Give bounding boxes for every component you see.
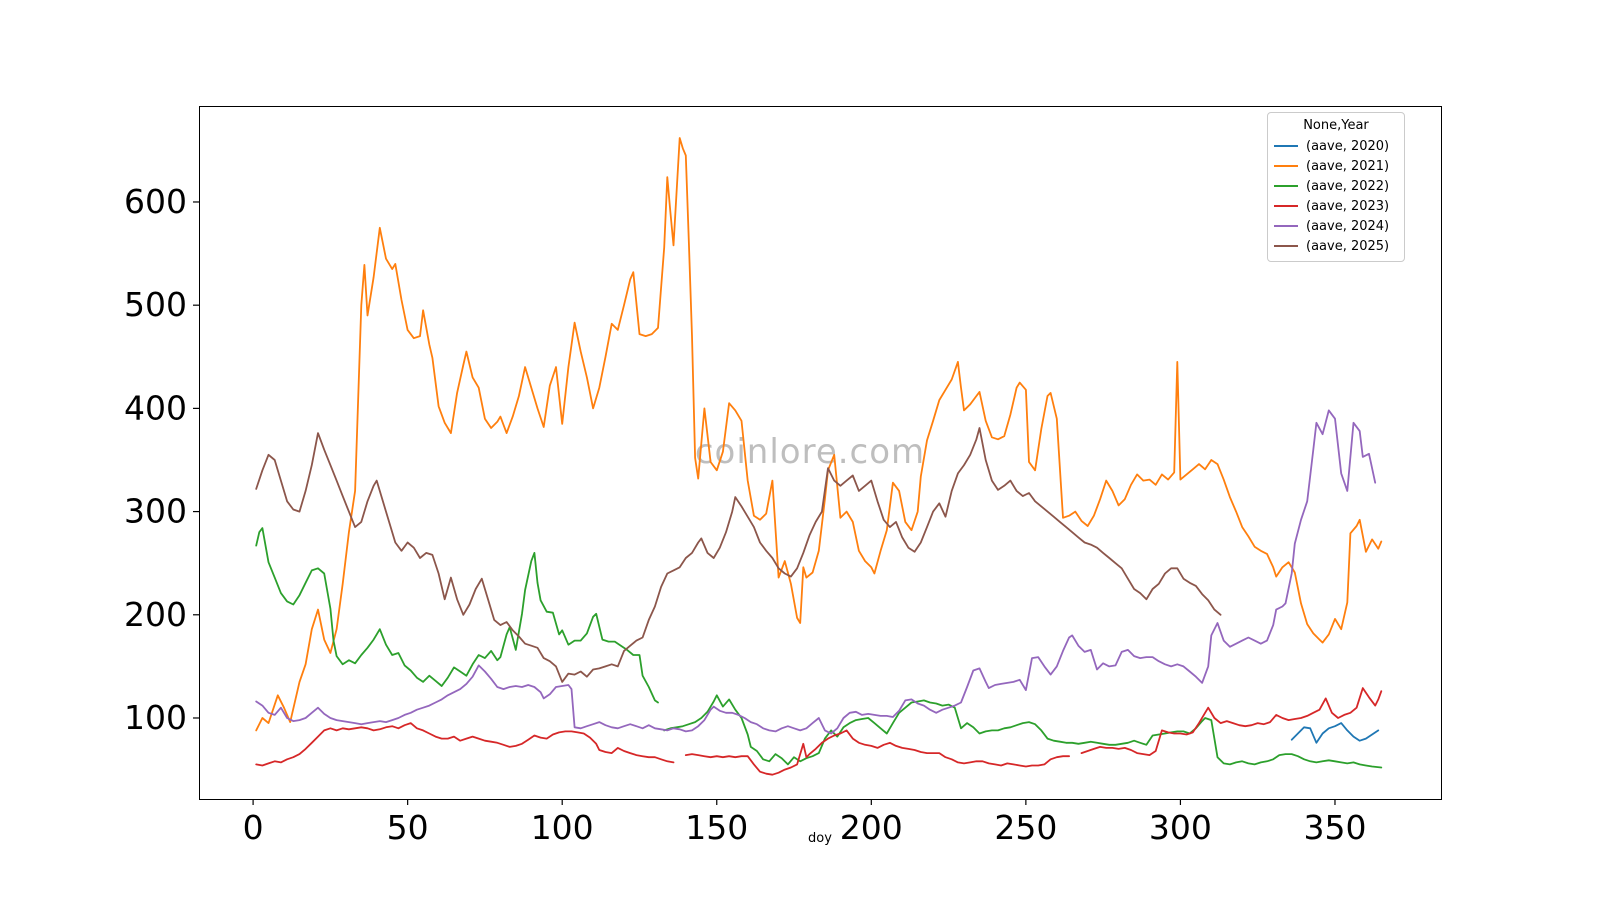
series-line-aave-2023	[255, 687, 1383, 776]
legend: None,Year (aave, 2020) (aave, 2021) (aave,…	[1267, 112, 1405, 262]
legend-label: (aave, 2022)	[1306, 178, 1390, 194]
x-tick-label: 200	[840, 808, 903, 847]
y-tick-label: 200	[124, 595, 187, 634]
legend-label: (aave, 2025)	[1306, 238, 1390, 254]
x-tick-label: 150	[685, 808, 748, 847]
legend-item-aave-2023: (aave, 2023)	[1274, 196, 1398, 216]
legend-item-aave-2020: (aave, 2020)	[1274, 136, 1398, 156]
x-tick-label: 350	[1303, 808, 1366, 847]
x-tick-label: 50	[387, 808, 429, 847]
legend-label: (aave, 2020)	[1306, 138, 1390, 154]
legend-line-swatch	[1274, 225, 1298, 227]
legend-line-swatch	[1274, 205, 1298, 207]
legend-label: (aave, 2024)	[1306, 218, 1390, 234]
legend-line-swatch	[1274, 185, 1298, 187]
y-tick-label: 600	[124, 182, 187, 221]
legend-item-aave-2021: (aave, 2021)	[1274, 156, 1398, 176]
legend-label: (aave, 2021)	[1306, 158, 1390, 174]
x-tick-label: 100	[531, 808, 594, 847]
legend-title: None,Year	[1303, 118, 1369, 133]
x-tick-label: 250	[994, 808, 1057, 847]
series-line-aave-2020	[1290, 722, 1380, 744]
legend-item-aave-2022: (aave, 2022)	[1274, 176, 1398, 196]
legend-line-swatch	[1274, 145, 1298, 147]
legend-line-swatch	[1274, 245, 1298, 247]
legend-entries: (aave, 2020) (aave, 2021) (aave, 2022) (aav…	[1274, 136, 1398, 256]
series-line-aave-2021	[255, 137, 1383, 732]
y-tick-label: 300	[124, 492, 187, 531]
legend-label: (aave, 2023)	[1306, 198, 1390, 214]
series-line-aave-2022	[255, 527, 1383, 769]
y-tick-label: 400	[124, 388, 187, 427]
legend-line-swatch	[1274, 165, 1298, 167]
watermark: coinlore.com	[694, 432, 926, 472]
legend-item-aave-2024: (aave, 2024)	[1274, 216, 1398, 236]
y-tick-label: 100	[124, 698, 187, 737]
plot-frame	[199, 106, 1442, 800]
x-tick-label: 0	[243, 808, 264, 847]
x-tick-label: 300	[1149, 808, 1212, 847]
x-axis-label: doy	[808, 831, 832, 846]
series-line-aave-2024	[255, 409, 1377, 735]
y-tick-label: 500	[124, 285, 187, 324]
series-line-aave-2025	[255, 427, 1222, 683]
legend-item-aave-2025: (aave, 2025)	[1274, 236, 1398, 256]
